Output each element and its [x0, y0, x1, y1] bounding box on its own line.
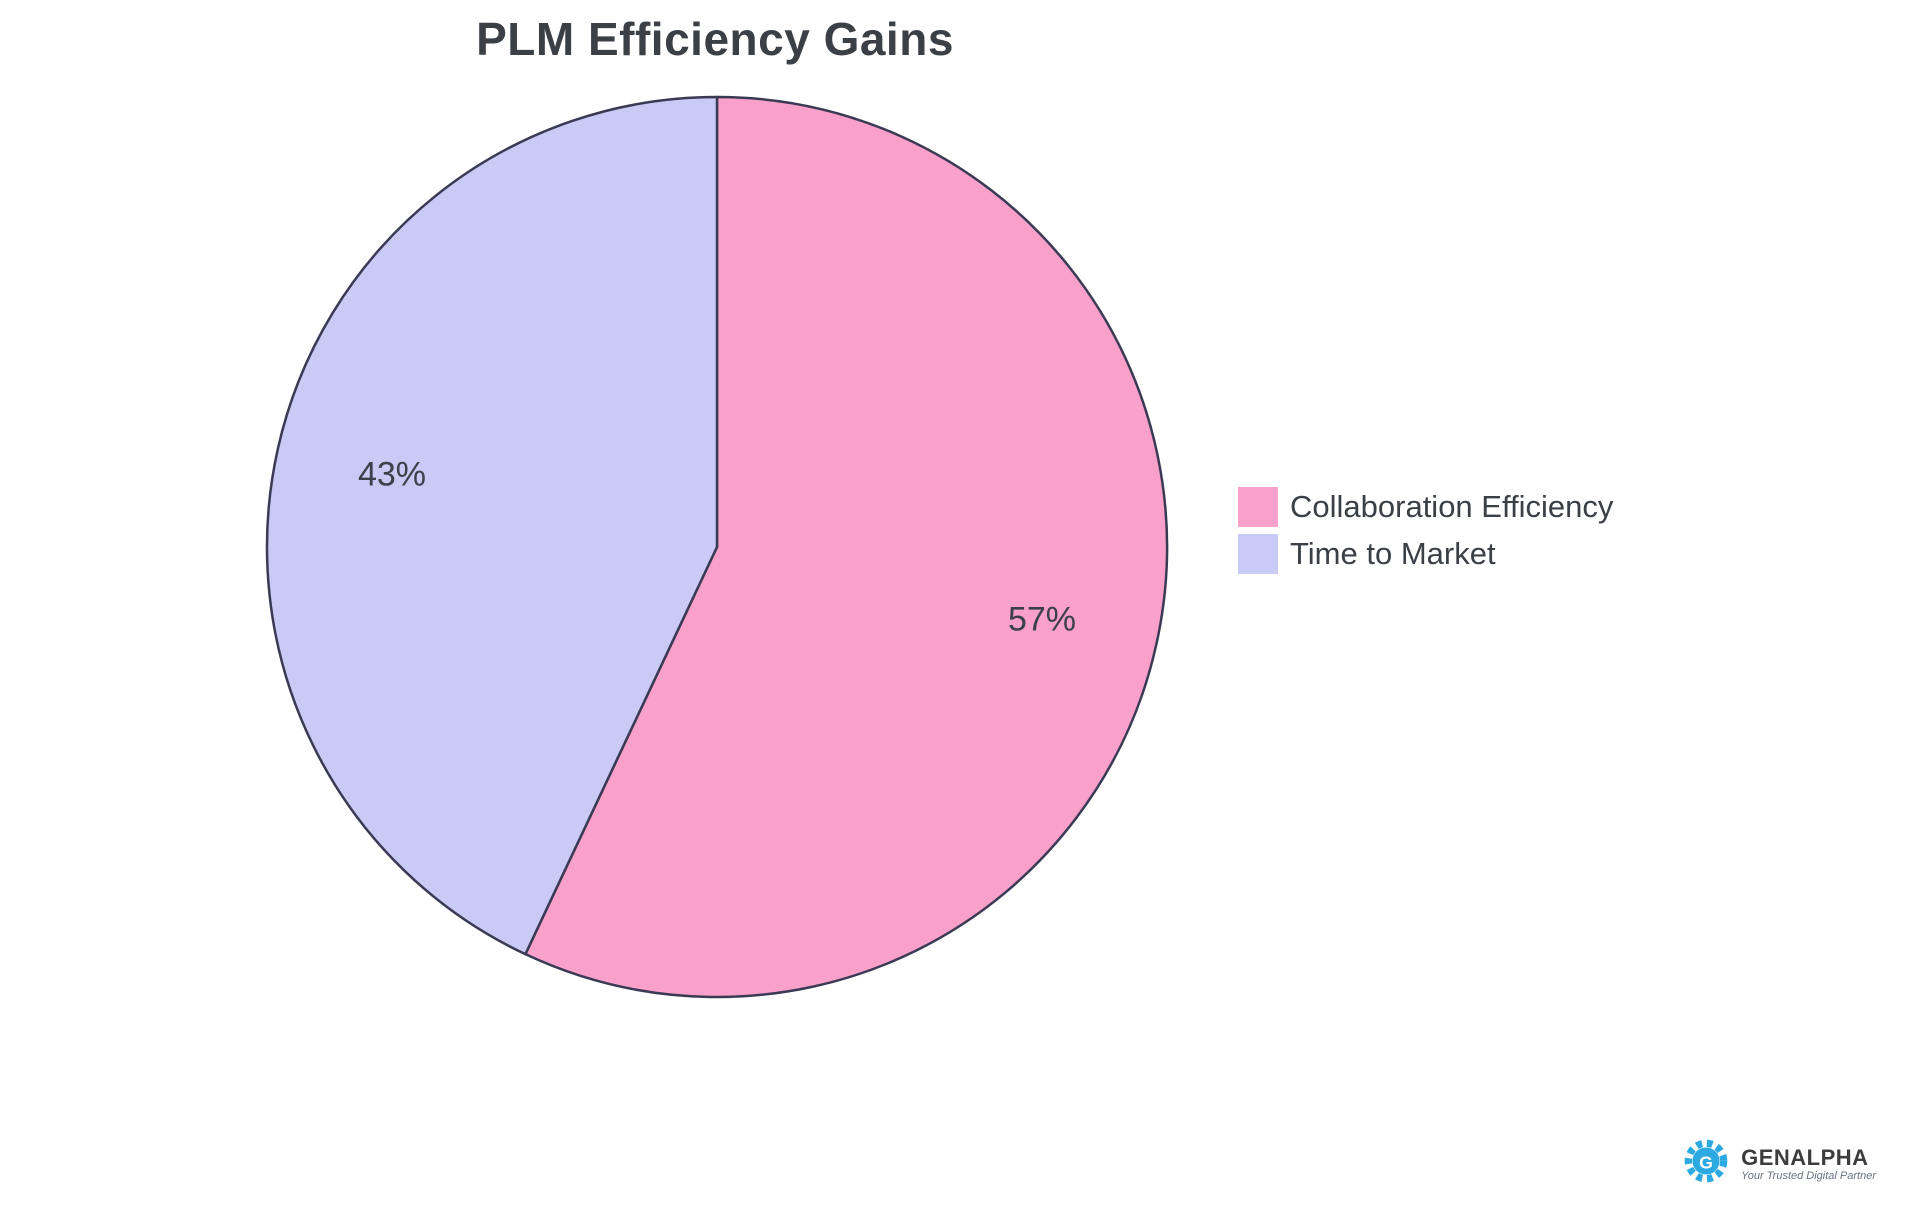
- chart-title: PLM Efficiency Gains: [476, 13, 954, 65]
- slice-value-label-1: 43%: [358, 455, 426, 493]
- legend-item-collaboration-efficiency[interactable]: Collaboration Efficiency: [1238, 487, 1613, 527]
- pie-slice-1[interactable]: [265, 95, 719, 956]
- brand-tagline: Your Trusted Digital Partner: [1741, 1169, 1876, 1182]
- legend-label: Time to Market: [1290, 536, 1496, 571]
- pie-slice-0[interactable]: [524, 95, 1169, 999]
- legend-label: Collaboration Efficiency: [1290, 489, 1614, 524]
- legend-swatch-time-to-market: [1238, 534, 1278, 574]
- slice-value-label-0: 57%: [1008, 601, 1076, 639]
- legend-item-time-to-market[interactable]: Time to Market: [1238, 534, 1613, 574]
- legend-swatch-collaboration-efficiency: [1238, 487, 1278, 527]
- legend: Collaboration Efficiency Time to Market: [1238, 487, 1613, 574]
- brand-name: GENALPHA: [1741, 1144, 1869, 1170]
- brand-text-block: GENALPHA Your Trusted Digital Partner: [1741, 1145, 1876, 1183]
- gear-icon: G: [1681, 1136, 1731, 1191]
- brand-logo: G GENALPHA Your Trusted Digital Partner: [1681, 1136, 1876, 1191]
- svg-text:G: G: [1699, 1153, 1713, 1173]
